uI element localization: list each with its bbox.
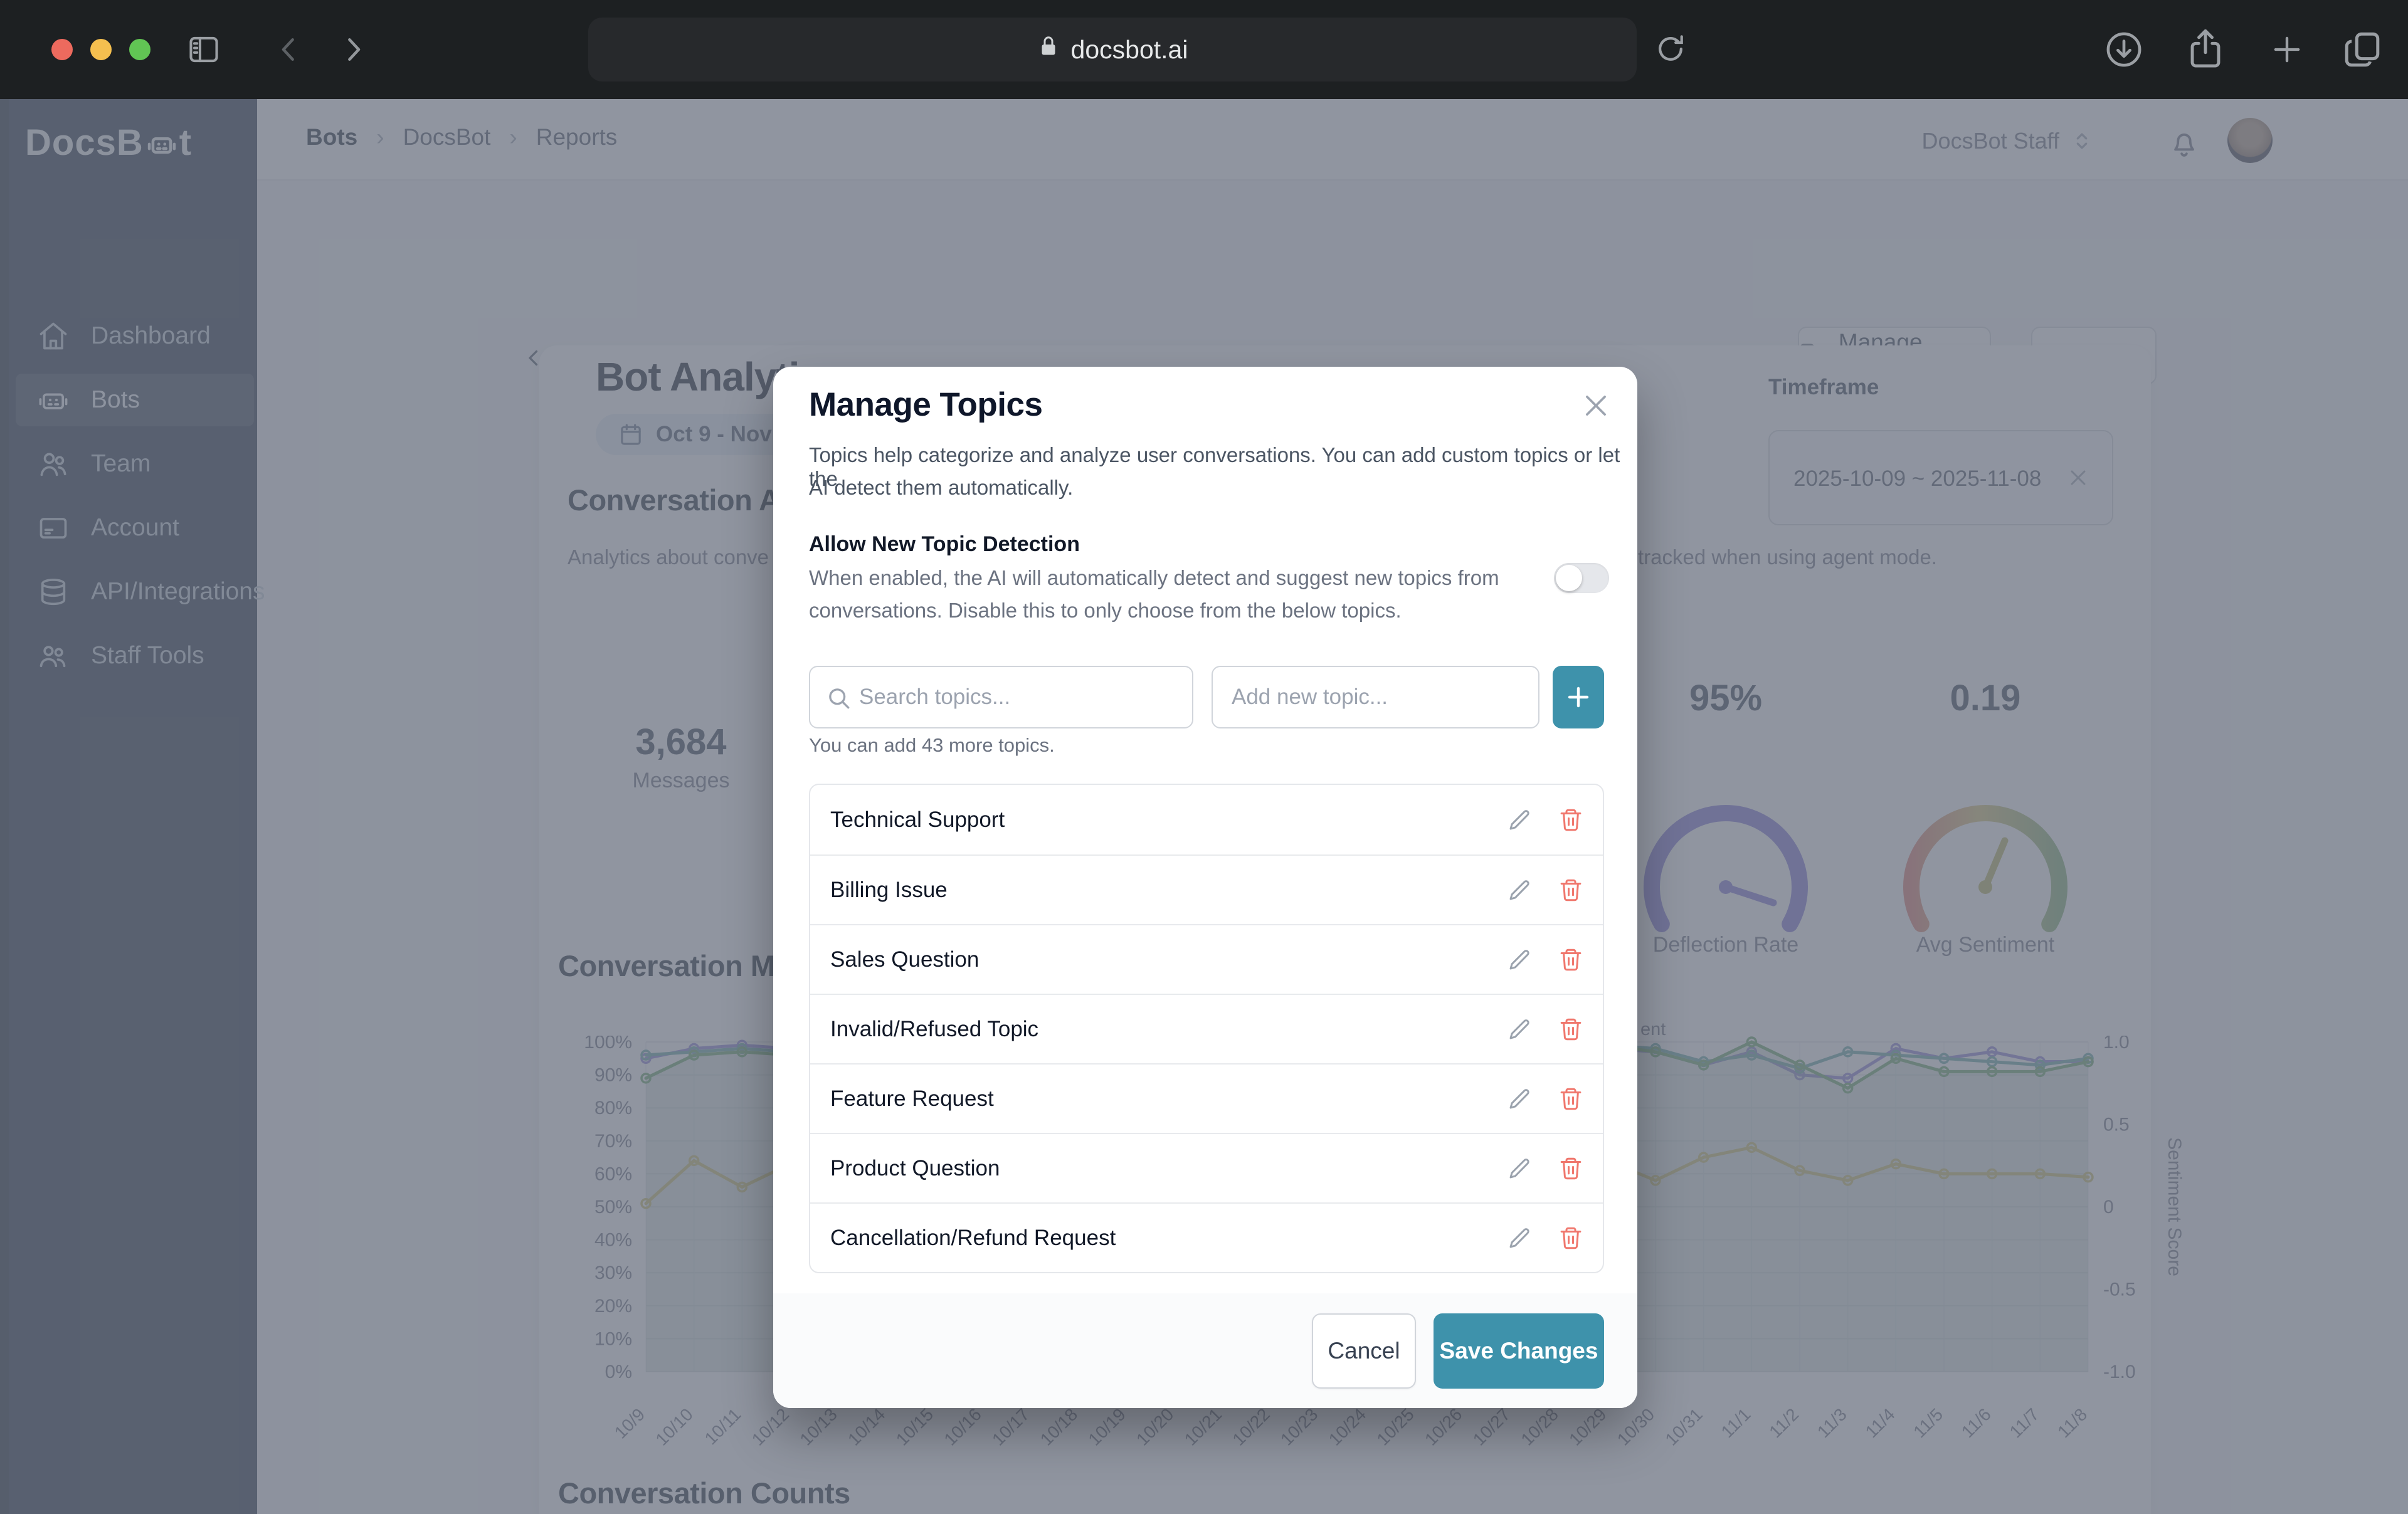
topic-list: Technical Support Billing Issue Sales Ques…	[809, 784, 1604, 1273]
search-icon	[825, 685, 852, 714]
edit-topic-button[interactable]	[1506, 1016, 1533, 1043]
edit-topic-button[interactable]	[1506, 1155, 1533, 1182]
topic-label: Feature Request	[830, 1086, 994, 1111]
delete-topic-button[interactable]	[1558, 1155, 1584, 1182]
delete-topic-button[interactable]	[1558, 1016, 1584, 1043]
topic-label: Technical Support	[830, 807, 1005, 832]
window-minimize-button[interactable]	[90, 39, 112, 60]
downloads-icon[interactable]	[2102, 28, 2146, 71]
plus-icon	[1568, 686, 1589, 708]
modal-footer: Cancel Save Changes	[773, 1293, 1637, 1408]
delete-topic-button[interactable]	[1558, 877, 1584, 903]
browser-back-icon[interactable]	[272, 33, 306, 66]
edit-topic-button[interactable]	[1506, 1225, 1533, 1251]
topic-row: Product Question	[810, 1133, 1603, 1202]
manage-topics-modal: Manage Topics Topics help categorize and…	[773, 367, 1637, 1408]
topic-row: Invalid/Refused Topic	[810, 994, 1603, 1063]
delete-topic-button[interactable]	[1558, 947, 1584, 973]
topic-detection-desc-line2: conversations. Disable this to only choo…	[809, 599, 1402, 622]
add-topic-input[interactable]	[1212, 666, 1539, 728]
cancel-button[interactable]: Cancel	[1312, 1313, 1416, 1389]
search-topics-input[interactable]	[809, 666, 1193, 728]
topic-label: Cancellation/Refund Request	[830, 1225, 1116, 1250]
browser-forward-icon[interactable]	[336, 33, 370, 66]
sidebar-toggle-icon[interactable]	[186, 31, 222, 68]
share-icon[interactable]	[2182, 25, 2229, 71]
topic-label: Billing Issue	[830, 877, 948, 902]
add-topic-button[interactable]	[1553, 666, 1604, 728]
delete-topic-button[interactable]	[1558, 1225, 1584, 1251]
close-icon[interactable]	[1580, 389, 1612, 425]
reload-icon[interactable]	[1653, 31, 1688, 66]
modal-description-line1: Topics help categorize and analyze user …	[809, 443, 1620, 490]
topic-row: Feature Request	[810, 1063, 1603, 1133]
edit-topic-button[interactable]	[1506, 877, 1533, 903]
new-tab-icon[interactable]	[2269, 31, 2305, 68]
delete-topic-button[interactable]	[1558, 807, 1584, 833]
modal-description-line2: AI detect them automatically.	[809, 476, 1074, 499]
delete-topic-button[interactable]	[1558, 1086, 1584, 1112]
topic-row: Technical Support	[810, 785, 1603, 854]
topic-label: Product Question	[830, 1155, 1000, 1180]
window-close-button[interactable]	[51, 39, 73, 60]
topic-row: Cancellation/Refund Request	[810, 1202, 1603, 1272]
topic-detection-desc-line1: When enabled, the AI will automatically …	[809, 566, 1499, 589]
modal-title: Manage Topics	[809, 386, 1043, 423]
edit-topic-button[interactable]	[1506, 807, 1533, 833]
topic-row: Sales Question	[810, 924, 1603, 994]
tab-overview-icon[interactable]	[2340, 28, 2384, 71]
url-text: docsbot.ai	[1070, 34, 1188, 64]
topics-limit-note: You can add 43 more topics.	[809, 734, 1055, 756]
lock-icon	[1037, 33, 1060, 66]
topic-label: Invalid/Refused Topic	[830, 1016, 1039, 1041]
window-zoom-button[interactable]	[129, 39, 150, 60]
edit-topic-button[interactable]	[1506, 947, 1533, 973]
browser-chrome: docsbot.ai	[0, 0, 2408, 99]
topic-detection-toggle[interactable]	[1554, 563, 1609, 593]
topic-row: Billing Issue	[810, 854, 1603, 924]
toggle-knob	[1556, 565, 1582, 591]
topic-detection-label: Allow New Topic Detection	[809, 532, 1080, 556]
address-bar[interactable]: docsbot.ai	[588, 18, 1637, 81]
edit-topic-button[interactable]	[1506, 1086, 1533, 1112]
topic-label: Sales Question	[830, 947, 980, 972]
save-changes-button[interactable]: Save Changes	[1434, 1313, 1604, 1389]
